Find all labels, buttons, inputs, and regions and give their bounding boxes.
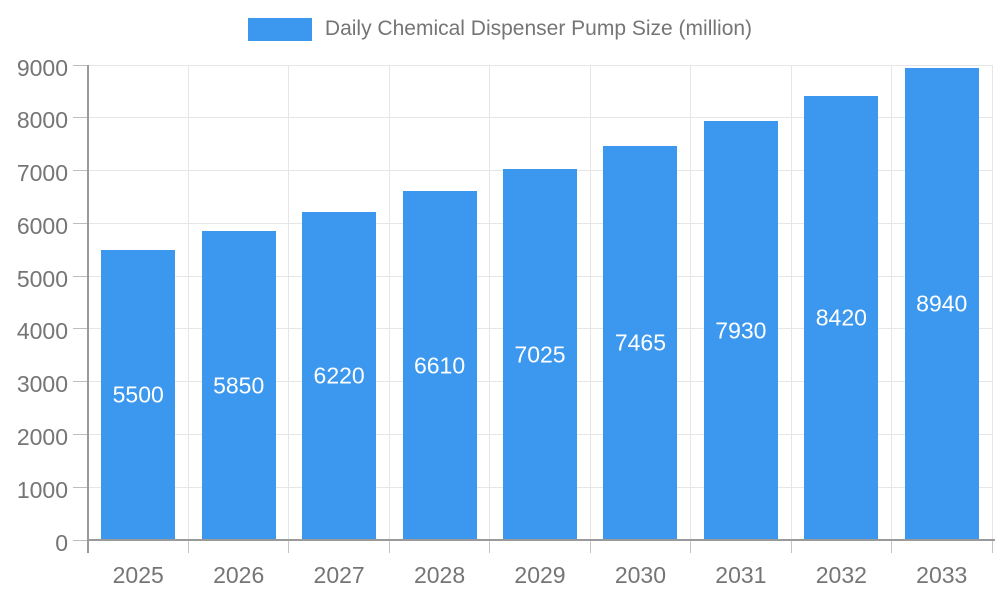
x-axis-label: 2030 <box>614 562 667 588</box>
bar-value-label: 7025 <box>514 341 566 368</box>
x-gridline <box>991 65 993 540</box>
x-axis-label: 2025 <box>112 562 164 588</box>
bar: 6610 <box>402 191 477 540</box>
y-axis-tick <box>73 64 88 66</box>
bar: 5500 <box>101 249 176 540</box>
x-axis-tick <box>589 540 591 553</box>
x-axis-label: 2032 <box>815 562 867 588</box>
x-axis-tick <box>690 540 692 553</box>
bar: 8420 <box>804 95 879 540</box>
x-axis-tick <box>991 540 993 553</box>
y-axis-line <box>87 65 89 553</box>
legend-label: Daily Chemical Dispenser Pump Size (mill… <box>324 17 753 40</box>
bar-value-label: 5500 <box>112 381 164 408</box>
x-gridline <box>288 65 290 540</box>
x-gridline <box>891 65 893 540</box>
x-axis-tick <box>288 540 290 553</box>
x-axis-label: 2033 <box>916 562 968 588</box>
y-gridline <box>88 117 992 119</box>
bar: 6220 <box>302 211 377 540</box>
y-axis-label: 3000 <box>16 371 68 398</box>
x-gridline <box>589 65 591 540</box>
y-axis-label: 8000 <box>16 107 68 134</box>
x-axis-label: 2031 <box>715 562 767 588</box>
x-axis-tick <box>388 540 390 553</box>
y-axis-tick <box>73 539 88 541</box>
bar-value-label: 7465 <box>614 329 667 356</box>
y-axis-tick <box>73 275 88 277</box>
x-axis-tick <box>790 540 792 553</box>
x-axis-tick <box>489 540 491 553</box>
legend-item[interactable]: Daily Chemical Dispenser Pump Size (mill… <box>247 17 753 41</box>
x-axis-line <box>88 539 995 541</box>
legend-swatch-icon <box>247 17 312 41</box>
x-axis-label: 2026 <box>213 562 265 588</box>
bar-value-label: 7930 <box>715 317 767 344</box>
y-axis-tick <box>73 170 88 172</box>
bar: 8940 <box>904 68 979 540</box>
y-axis-label: 7000 <box>16 160 68 187</box>
y-axis-label: 9000 <box>16 54 68 81</box>
x-axis-tick <box>187 540 189 553</box>
bar-value-label: 8420 <box>815 304 867 331</box>
y-axis-tick <box>73 433 88 435</box>
y-axis-label: 1000 <box>16 476 68 503</box>
y-axis-label: 2000 <box>16 423 68 450</box>
y-axis-label: 5000 <box>16 265 68 292</box>
y-axis-tick <box>73 328 88 330</box>
x-gridline <box>489 65 491 540</box>
x-axis-label: 2028 <box>413 562 466 588</box>
x-axis-tick <box>891 540 893 553</box>
x-gridline <box>187 65 189 540</box>
x-gridline <box>790 65 792 540</box>
x-axis-label: 2029 <box>514 562 566 588</box>
y-axis-tick <box>73 381 88 383</box>
y-axis-label: 4000 <box>16 318 68 345</box>
bar: 7465 <box>603 146 678 540</box>
bar: 7025 <box>503 169 577 540</box>
x-gridline <box>690 65 692 540</box>
y-axis-tick <box>73 486 88 488</box>
bar: 7930 <box>703 121 778 540</box>
y-axis-label: 0 <box>55 529 68 556</box>
y-axis-tick <box>73 222 88 224</box>
y-axis-tick <box>73 117 88 119</box>
y-gridline <box>88 64 992 66</box>
bar-value-label: 6610 <box>413 352 466 379</box>
x-gridline <box>388 65 390 540</box>
chart-legend: Daily Chemical Dispenser Pump Size (mill… <box>0 17 1000 41</box>
bar-value-label: 8940 <box>916 290 968 317</box>
y-axis-label: 6000 <box>16 212 68 239</box>
bar-value-label: 5850 <box>213 372 265 399</box>
bar: 5850 <box>201 231 276 540</box>
x-axis-label: 2027 <box>313 562 365 588</box>
bar-value-label: 6220 <box>313 362 365 389</box>
